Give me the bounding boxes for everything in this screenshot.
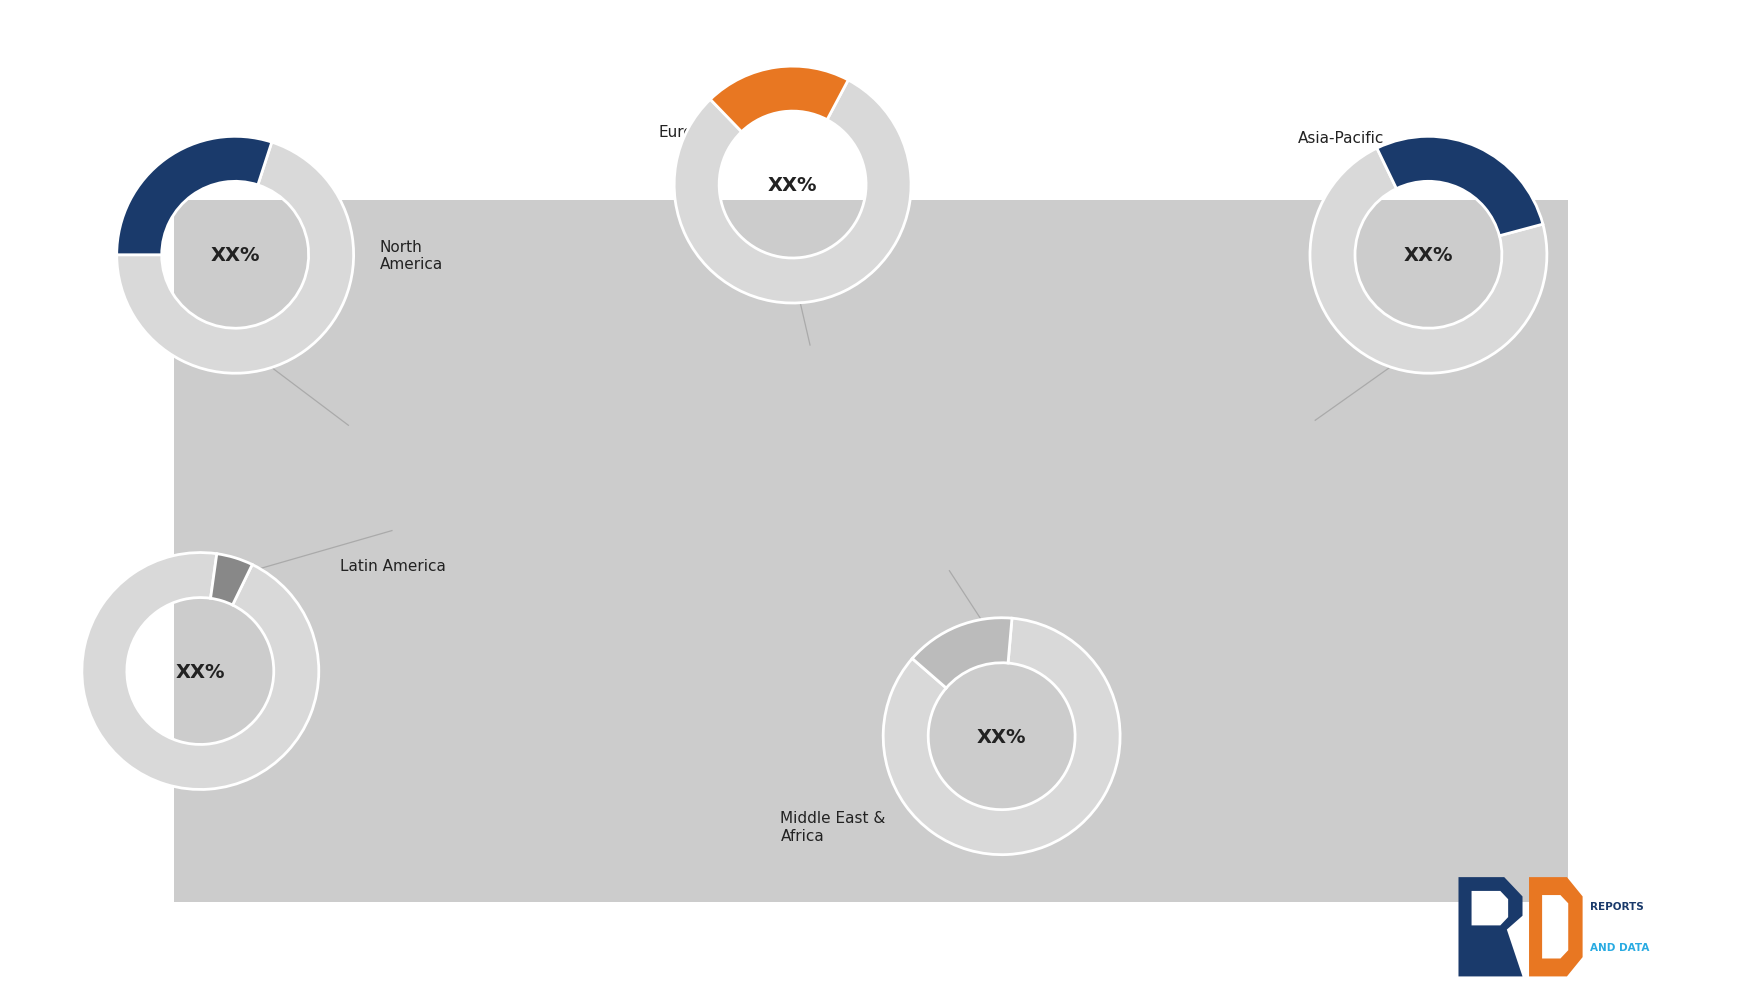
Wedge shape <box>117 137 272 256</box>
Text: AND DATA: AND DATA <box>1590 943 1650 953</box>
Wedge shape <box>1376 137 1543 236</box>
Wedge shape <box>711 67 848 132</box>
Wedge shape <box>674 81 911 304</box>
Wedge shape <box>1310 149 1547 374</box>
Wedge shape <box>117 143 354 374</box>
Wedge shape <box>883 618 1120 855</box>
Wedge shape <box>211 554 253 605</box>
Text: Europe: Europe <box>658 125 712 139</box>
Polygon shape <box>1529 878 1582 976</box>
Polygon shape <box>1472 891 1509 926</box>
Text: XX%: XX% <box>211 246 260 265</box>
Text: Asia-Pacific: Asia-Pacific <box>1298 131 1385 145</box>
Text: XX%: XX% <box>176 662 225 680</box>
Text: North
America: North America <box>380 239 442 272</box>
Text: XX%: XX% <box>1404 246 1453 265</box>
Wedge shape <box>913 618 1012 688</box>
Wedge shape <box>82 553 319 790</box>
Polygon shape <box>1542 895 1568 959</box>
Text: REPORTS: REPORTS <box>1590 901 1644 911</box>
Text: XX%: XX% <box>768 176 817 194</box>
Text: XX%: XX% <box>977 727 1026 745</box>
Text: Latin America: Latin America <box>340 559 446 573</box>
Polygon shape <box>1458 878 1523 976</box>
Text: Middle East &
Africa: Middle East & Africa <box>780 811 885 843</box>
